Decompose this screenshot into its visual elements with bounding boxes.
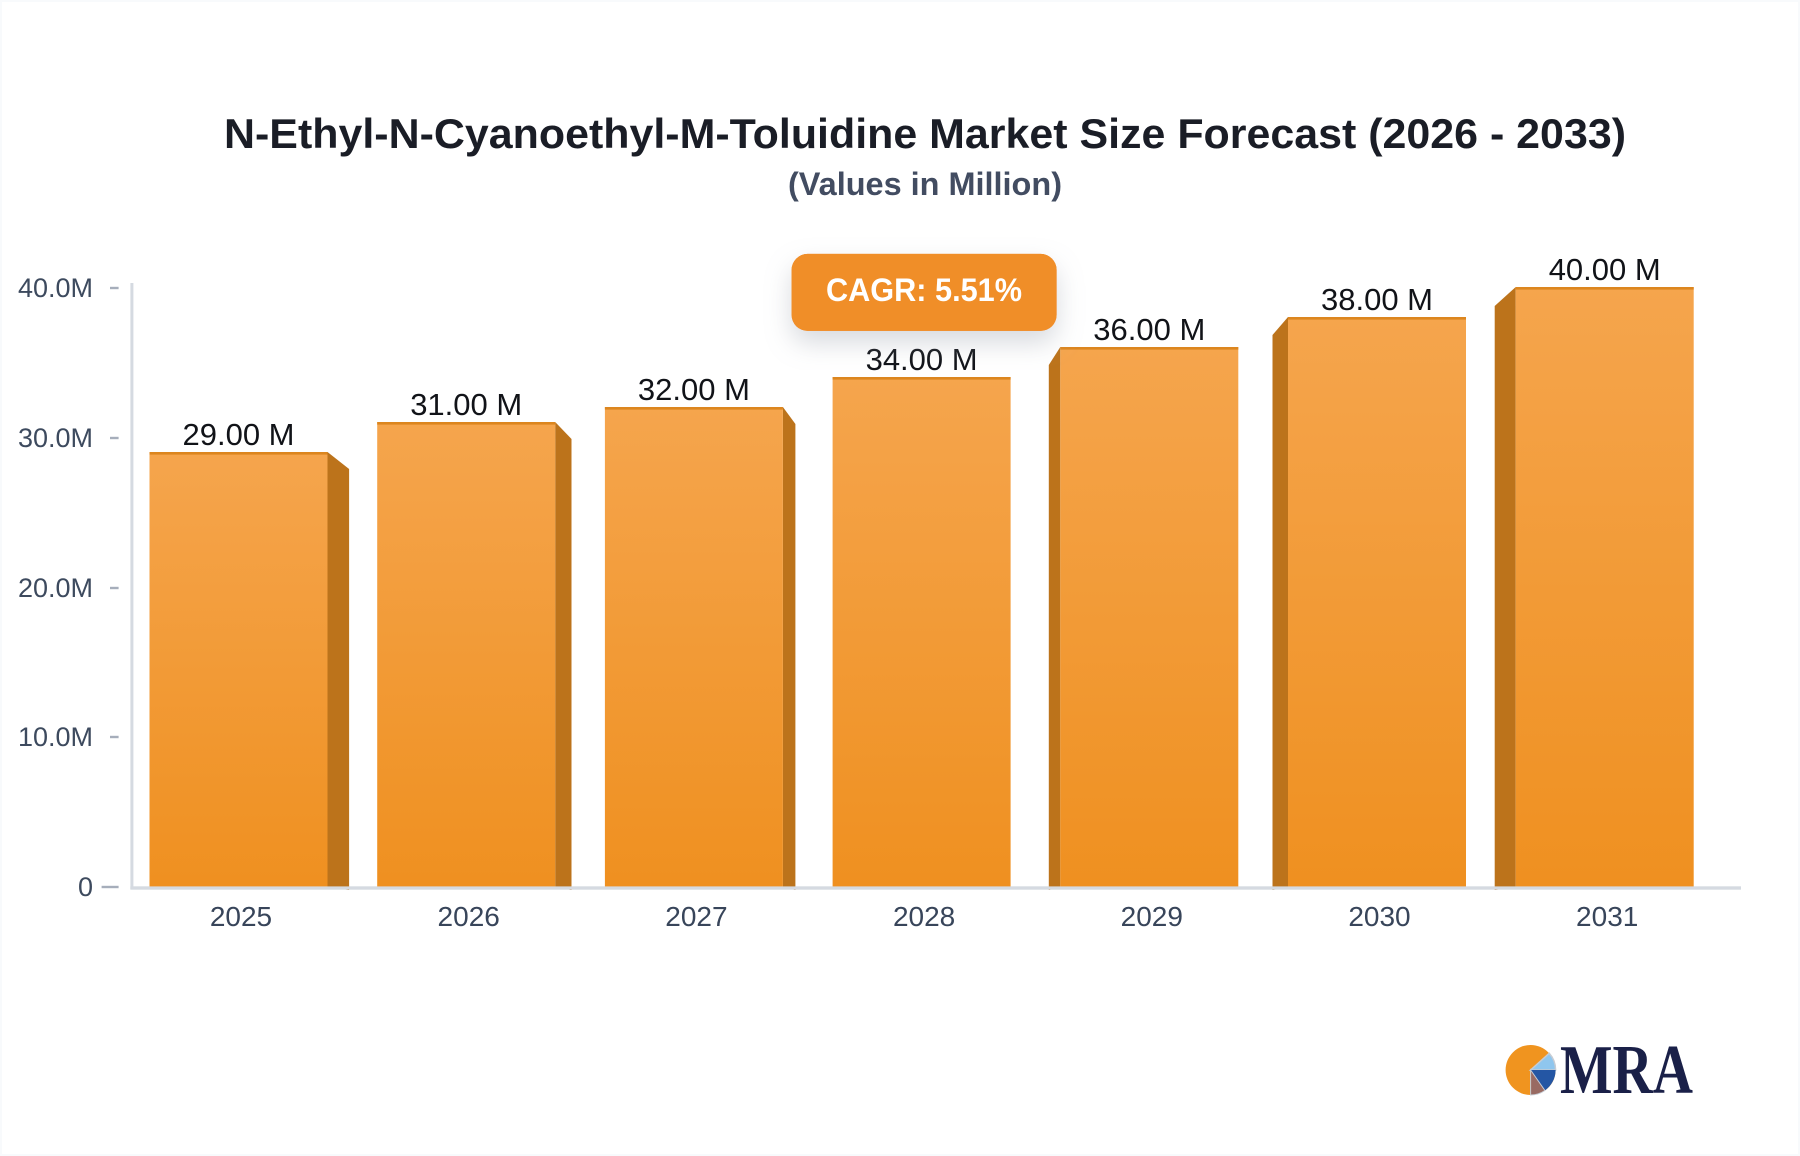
svg-text:N-Ethyl-N-Cyanoethyl-M-Toluidi: N-Ethyl-N-Cyanoethyl-M-Toluidine Market … xyxy=(224,110,1626,157)
svg-text:31.00 M: 31.00 M xyxy=(410,387,522,422)
svg-text:0: 0 xyxy=(78,872,93,902)
svg-text:MRA: MRA xyxy=(1560,1032,1693,1109)
svg-text:(Values in Million): (Values in Million) xyxy=(788,166,1062,202)
svg-text:2028: 2028 xyxy=(893,901,955,932)
svg-text:2029: 2029 xyxy=(1121,901,1183,932)
svg-text:2030: 2030 xyxy=(1348,901,1410,932)
svg-text:2025: 2025 xyxy=(210,901,272,932)
svg-text:38.00 M: 38.00 M xyxy=(1321,282,1433,317)
svg-text:32.00 M: 32.00 M xyxy=(638,372,750,407)
svg-text:36.00 M: 36.00 M xyxy=(1093,312,1205,347)
svg-text:CAGR: 5.51%: CAGR: 5.51% xyxy=(826,272,1022,308)
svg-text:10.0M: 10.0M xyxy=(18,722,93,752)
svg-text:2026: 2026 xyxy=(438,901,500,932)
svg-text:2031: 2031 xyxy=(1576,901,1638,932)
svg-text:40.00 M: 40.00 M xyxy=(1549,252,1661,287)
svg-text:2027: 2027 xyxy=(665,901,727,932)
svg-text:40.0M: 40.0M xyxy=(18,273,93,303)
svg-text:29.00 M: 29.00 M xyxy=(182,417,294,452)
svg-text:20.0M: 20.0M xyxy=(18,573,93,603)
svg-text:30.0M: 30.0M xyxy=(18,423,93,453)
svg-text:34.00 M: 34.00 M xyxy=(866,342,978,377)
